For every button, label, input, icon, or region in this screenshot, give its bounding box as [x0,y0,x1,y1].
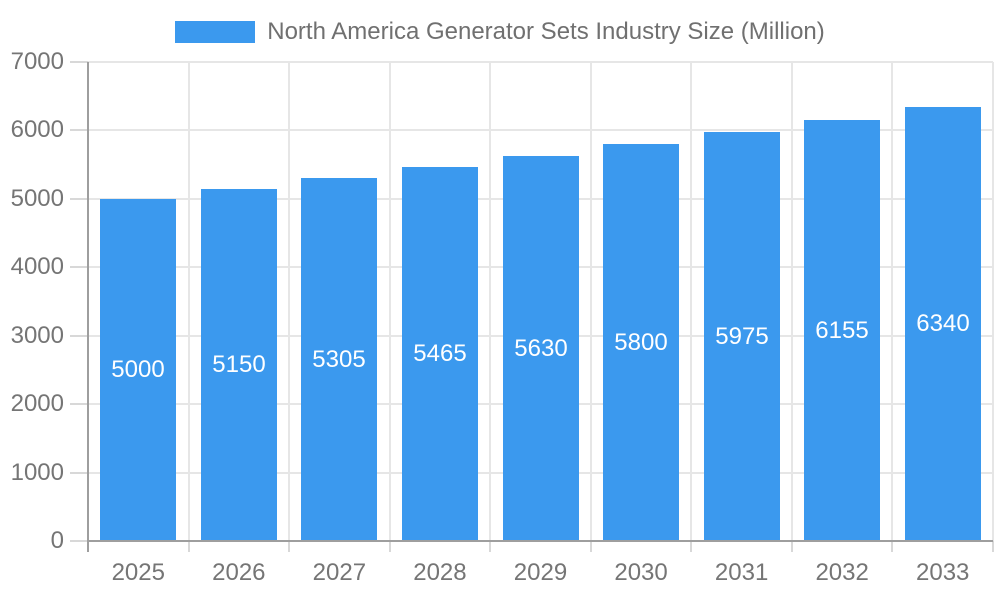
x-axis-line [87,540,993,542]
bar-value-label: 5800 [614,328,668,356]
legend[interactable]: North America Generator Sets Industry Si… [0,19,1000,45]
x-gridline [288,62,290,541]
y-axis-tick [70,266,88,268]
x-axis-tick [389,541,391,552]
y-axis-tick-label: 6000 [10,116,64,144]
bar-value-label: 5975 [715,322,769,350]
y-gridline [88,61,993,63]
x-axis-tick [489,541,491,552]
x-gridline [992,62,994,541]
x-axis-tick [590,541,592,552]
bar-value-label: 6340 [916,310,970,337]
x-axis-tick [891,541,893,552]
x-gridline [891,62,893,541]
x-axis-tick-label: 2033 [916,559,970,586]
bar[interactable]: 5975 [704,132,780,541]
y-axis-tick [70,335,88,337]
y-axis-tick-label: 2000 [10,390,64,418]
x-axis-tick-label: 2026 [212,559,266,586]
x-axis-tick-label: 2027 [312,559,367,586]
x-axis-tick [288,541,290,552]
bar-value-label: 5000 [111,356,165,383]
x-axis-tick-label: 2028 [413,559,467,586]
legend-label: North America Generator Sets Industry Si… [267,18,825,45]
y-axis-line [87,62,89,552]
y-axis-tick [70,129,88,131]
bar-value-label: 5465 [413,340,467,367]
y-axis-tick [70,198,88,200]
x-axis-tick-label: 2025 [111,559,165,586]
x-axis-tick-label: 2029 [513,559,568,586]
x-gridline [489,62,491,541]
bar[interactable]: 5150 [201,189,277,541]
y-axis-tick [70,540,88,542]
x-gridline [590,62,592,541]
y-axis-tick-label: 3000 [10,321,64,349]
bar[interactable]: 5305 [301,178,377,541]
y-axis-tick-label: 0 [50,527,64,554]
bar-value-label: 6155 [815,316,869,344]
bar[interactable]: 5800 [603,144,679,541]
x-axis-tick [992,541,994,552]
x-axis-tick [690,541,692,552]
bar-value-label: 5150 [212,351,266,378]
x-axis-tick [188,541,190,552]
y-gridline [88,129,993,131]
x-gridline [791,62,793,541]
bar[interactable]: 5630 [503,156,579,541]
x-gridline [690,62,692,541]
x-axis-tick-label: 2032 [815,559,869,586]
y-axis-tick [70,472,88,474]
legend-swatch [175,21,256,43]
x-axis-tick-label: 2031 [714,559,769,586]
y-axis-tick-label: 4000 [10,253,64,281]
bar-value-label: 5305 [312,345,366,373]
x-axis-tick-label: 2030 [614,559,668,586]
bar[interactable]: 6340 [905,107,981,541]
bar-value-label: 5630 [514,334,568,362]
y-axis-tick [70,403,88,405]
y-axis-tick-label: 5000 [10,184,64,212]
bar[interactable]: 5465 [402,167,478,541]
bar[interactable]: 6155 [804,120,880,541]
y-axis-tick [70,61,88,63]
y-axis-tick-label: 1000 [10,458,64,486]
bar[interactable]: 5000 [100,199,176,541]
x-gridline [389,62,391,541]
x-axis-tick [791,541,793,552]
y-axis-tick-label: 7000 [10,48,64,75]
x-gridline [188,62,190,541]
